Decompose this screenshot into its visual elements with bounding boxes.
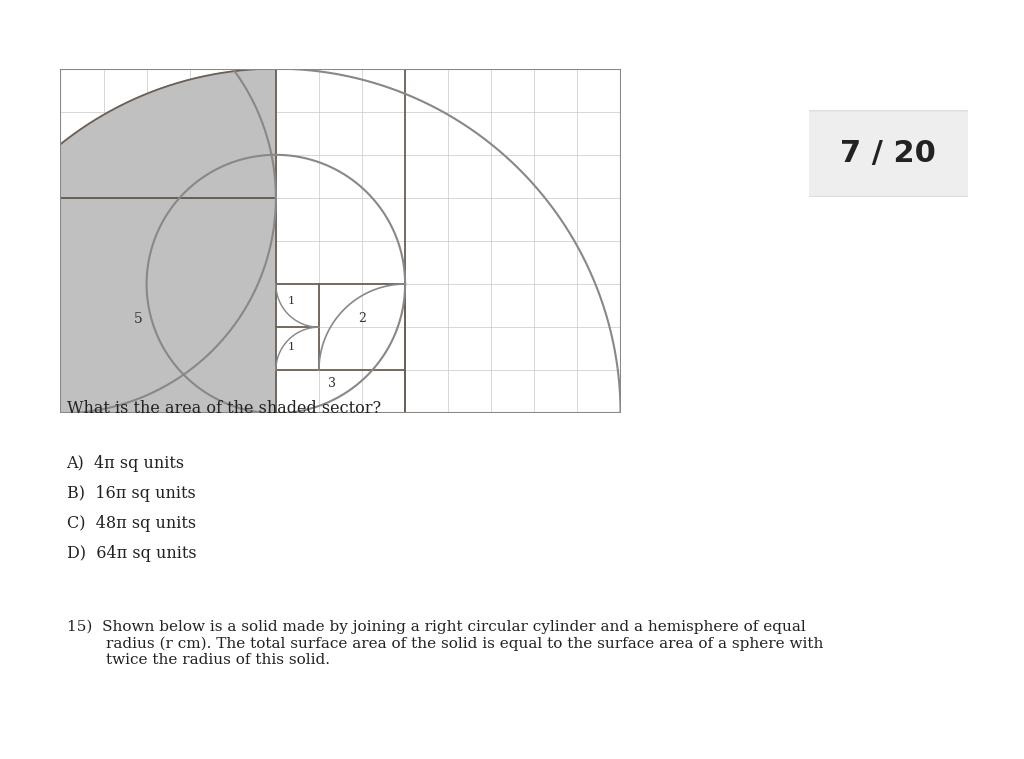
Text: 1: 1 <box>288 296 295 307</box>
Text: 1: 1 <box>288 342 295 351</box>
Text: 3: 3 <box>328 376 336 389</box>
Text: B)  16π sq units: B) 16π sq units <box>67 485 196 502</box>
Text: A)  4π sq units: A) 4π sq units <box>67 455 184 472</box>
Text: 2: 2 <box>358 312 366 325</box>
Text: 15)  Shown below is a solid made by joining a right circular cylinder and a hemi: 15) Shown below is a solid made by joini… <box>67 620 823 667</box>
Polygon shape <box>0 68 275 414</box>
Text: D)  64π sq units: D) 64π sq units <box>67 545 197 562</box>
Text: What is the area of the shaded sector?: What is the area of the shaded sector? <box>67 400 381 417</box>
Text: C)  48π sq units: C) 48π sq units <box>67 515 196 532</box>
FancyBboxPatch shape <box>800 110 977 197</box>
Text: 5: 5 <box>133 311 142 326</box>
Text: 7 / 20: 7 / 20 <box>841 139 936 168</box>
